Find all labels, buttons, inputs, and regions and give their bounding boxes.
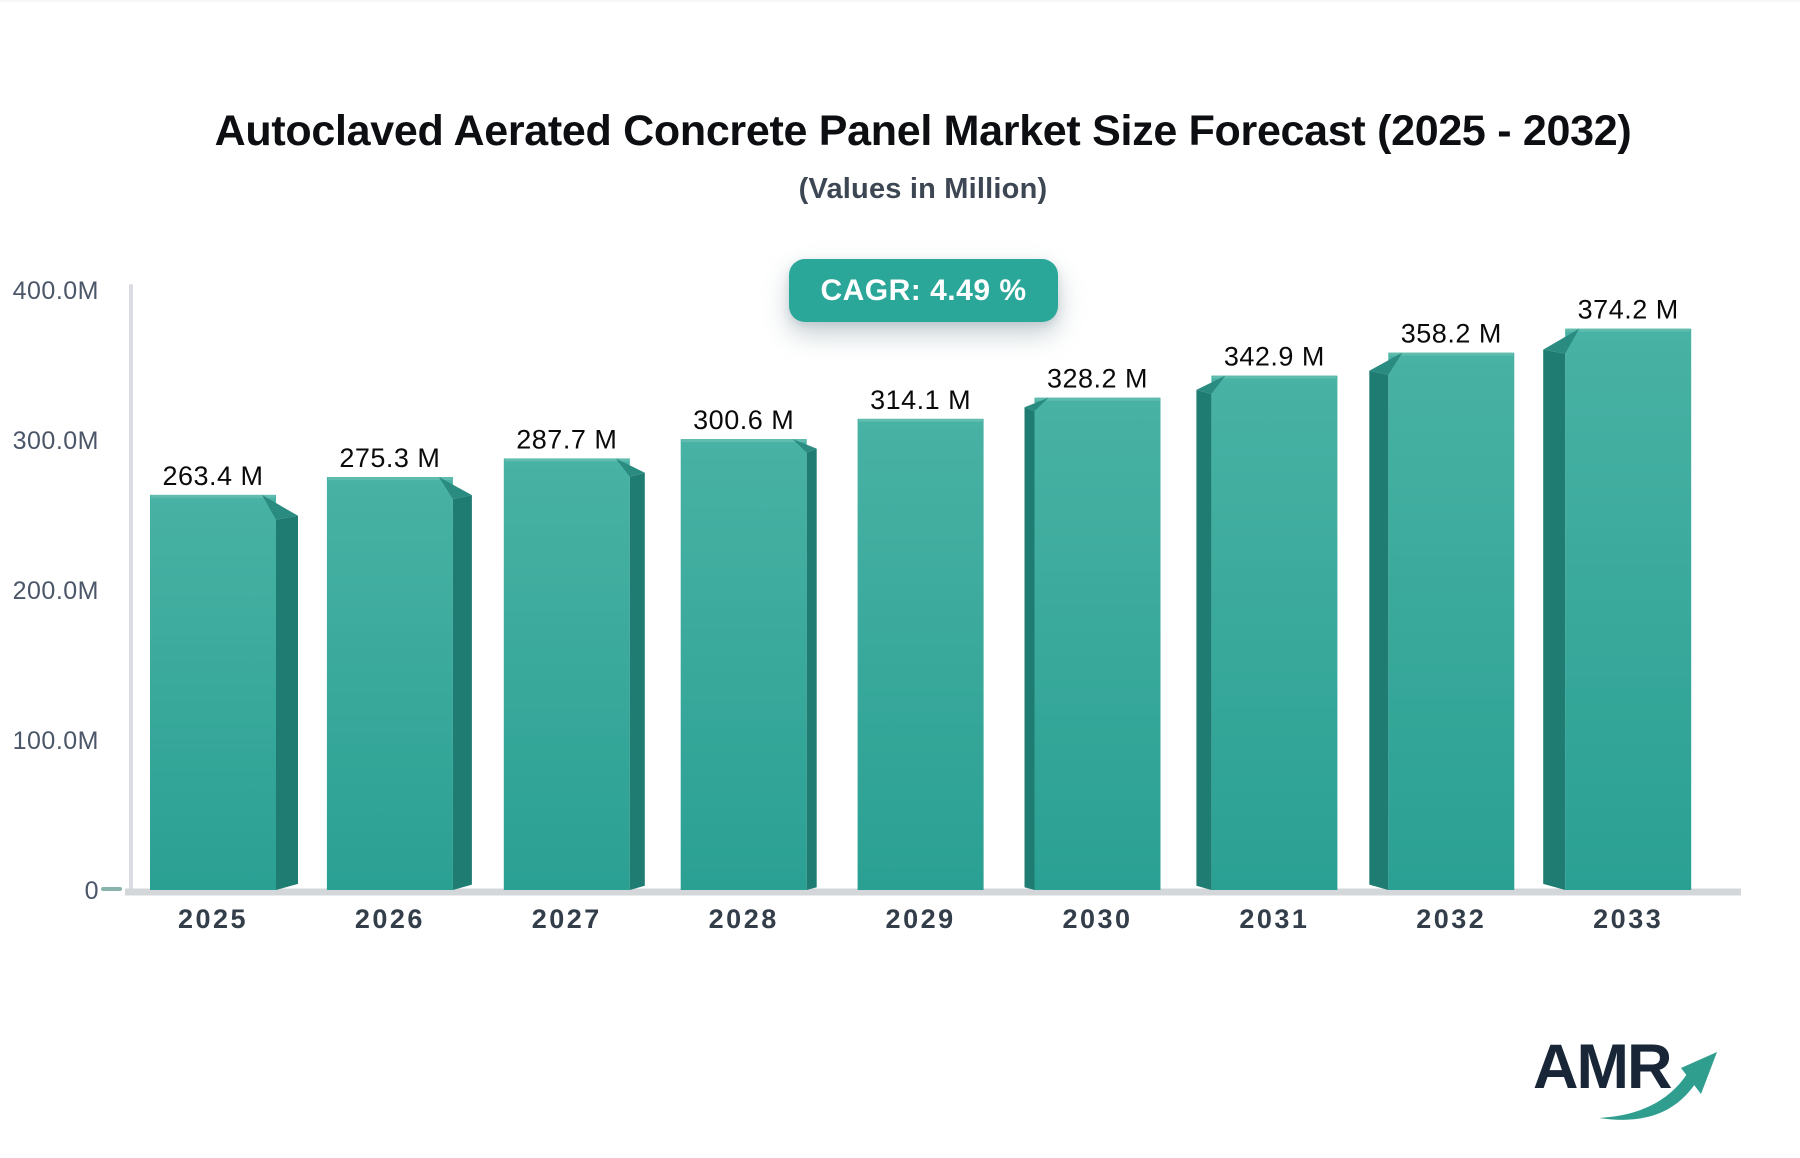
bar-side-2025 xyxy=(276,515,298,890)
bar-top-edge-2030 xyxy=(1035,397,1160,401)
y-axis-label-200.0M: 200.0M xyxy=(13,577,99,605)
x-axis-label-2030: 2030 xyxy=(1062,904,1132,934)
amr-logo-text: AMR xyxy=(1533,1032,1672,1102)
bar-value-label-2025: 263.4 M xyxy=(162,461,263,491)
x-axis-label-2029: 2029 xyxy=(886,904,956,934)
cagr-badge-label: CAGR: 4.49 % xyxy=(820,273,1027,307)
bar-2028: 300.6 M 2028 xyxy=(680,405,817,934)
bar-bevel-2025 xyxy=(262,494,298,520)
bar-front-2032 xyxy=(1388,352,1515,890)
bar-2033: 374.2 M 2033 xyxy=(1543,295,1692,934)
x-axis-label-2032: 2032 xyxy=(1416,904,1486,934)
chart-subtitle: (Values in Million) xyxy=(798,173,1048,205)
bar-side-2030 xyxy=(1024,407,1035,890)
bar-bevel-2027 xyxy=(615,458,645,477)
bar-top-edge-2025 xyxy=(151,494,275,498)
cagr-badge: CAGR: 4.49 % xyxy=(789,259,1058,322)
y-axis-label-400.0M: 400.0M xyxy=(13,277,99,305)
bar-top-edge-2028 xyxy=(681,439,806,443)
x-axis-label-2033: 2033 xyxy=(1593,904,1663,934)
x-axis-label-2027: 2027 xyxy=(532,904,602,934)
bar-side-2027 xyxy=(629,472,645,890)
bar-2026: 275.3 M 2026 xyxy=(326,443,472,934)
bar-2027: 287.7 M 2027 xyxy=(503,424,645,934)
bar-bevel-2031 xyxy=(1196,375,1226,394)
x-axis-label-2028: 2028 xyxy=(709,904,779,934)
bar-front-2029 xyxy=(857,418,984,890)
bar-value-label-2029: 314.1 M xyxy=(870,385,971,415)
x-axis-label-2026: 2026 xyxy=(355,904,425,934)
bar-value-label-2031: 342.9 M xyxy=(1224,342,1325,372)
bar-front-2033 xyxy=(1565,328,1692,890)
bar-front-2030 xyxy=(1034,397,1161,890)
chart-title: Autoclaved Aerated Concrete Panel Market… xyxy=(214,107,1632,155)
bar-top-edge-2032 xyxy=(1389,352,1514,356)
bar-front-2027 xyxy=(503,458,630,890)
x-axis-label-2025: 2025 xyxy=(178,904,248,934)
y-axis-label-0: 0 xyxy=(85,877,99,905)
bar-2029: 314.1 M 2029 xyxy=(857,385,984,934)
bar-bevel-2030 xyxy=(1024,397,1049,412)
y-axis-label-100.0M: 100.0M xyxy=(13,727,99,755)
amr-logo: AMR xyxy=(1533,1036,1733,1131)
bar-side-2033 xyxy=(1543,349,1566,891)
bar-front-2031 xyxy=(1211,375,1338,890)
bar-2025: 263.4 M 2025 xyxy=(150,461,298,934)
bar-front-2028 xyxy=(680,439,807,890)
bar-side-2032 xyxy=(1369,370,1389,890)
bar-top-edge-2026 xyxy=(327,477,452,481)
x-axis-label-2031: 2031 xyxy=(1239,904,1309,934)
bar-side-2026 xyxy=(452,495,472,890)
bar-value-label-2032: 358.2 M xyxy=(1401,319,1502,349)
growth-arrow-icon xyxy=(1599,1052,1717,1120)
bar-side-2031 xyxy=(1196,389,1212,890)
bar-value-label-2026: 275.3 M xyxy=(339,443,440,473)
bar-value-label-2033: 374.2 M xyxy=(1578,295,1679,325)
bar-front-2026 xyxy=(326,477,453,890)
bar-bevel-2032 xyxy=(1369,352,1403,375)
bar-front-2025 xyxy=(150,494,276,890)
bar-bevel-2026 xyxy=(438,477,472,500)
bar-value-label-2030: 328.2 M xyxy=(1047,364,1148,394)
bar-2032: 358.2 M 2032 xyxy=(1369,319,1515,934)
bar-top-edge-2031 xyxy=(1212,375,1337,379)
bar-top-edge-2029 xyxy=(858,418,983,422)
y-axis-label-300.0M: 300.0M xyxy=(13,427,99,455)
bar-bevel-2028 xyxy=(792,439,817,453)
bar-value-label-2028: 300.6 M xyxy=(693,405,794,435)
bar-bevel-2033 xyxy=(1543,328,1580,354)
bar-top-edge-2027 xyxy=(504,458,629,462)
bar-2030: 328.2 M 2030 xyxy=(1024,364,1161,934)
bar-2031: 342.9 M 2031 xyxy=(1196,342,1338,934)
bar-value-label-2027: 287.7 M xyxy=(516,424,617,454)
bar-top-edge-2033 xyxy=(1566,328,1691,332)
bar-side-2028 xyxy=(806,448,817,890)
